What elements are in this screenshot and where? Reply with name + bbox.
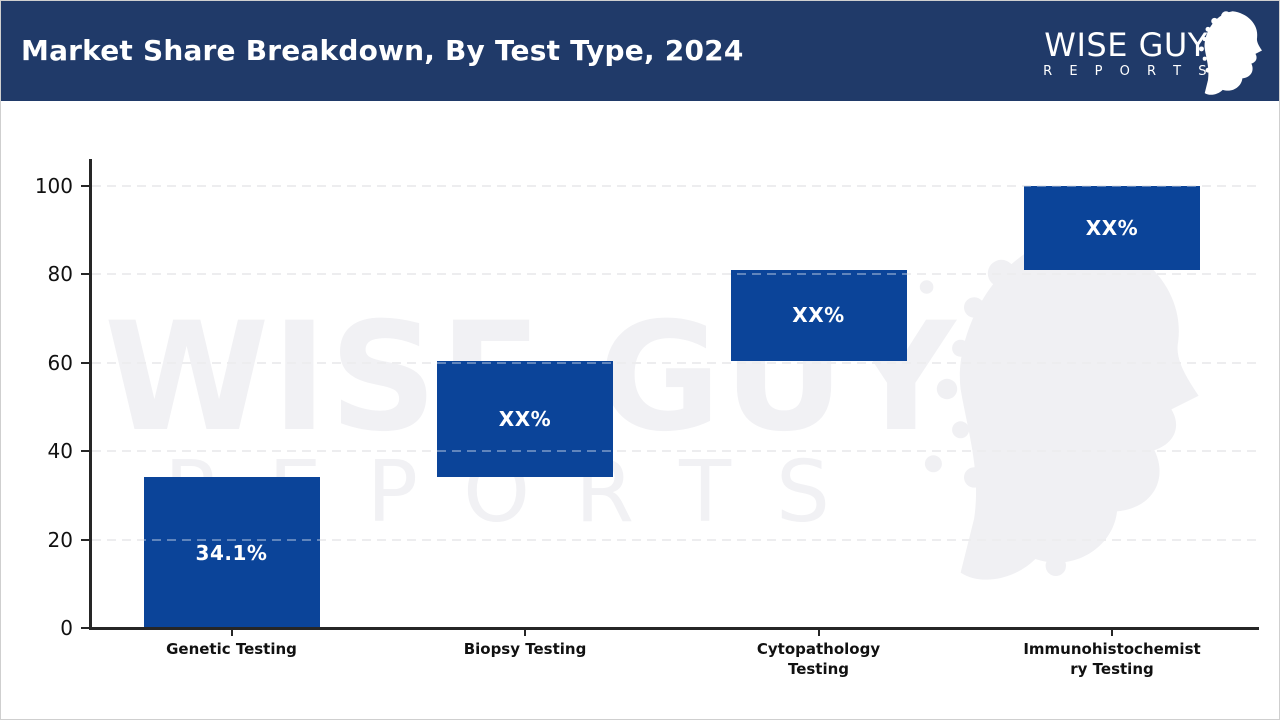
wiseguy-logo: WISE GUY R E P O R T S <box>1039 11 1269 95</box>
x-category-label: Cytopathology Testing <box>756 640 881 678</box>
x-category-label: Genetic Testing <box>166 640 297 658</box>
bar-4: XX% <box>1024 186 1200 270</box>
bar-3: XX% <box>730 269 907 361</box>
x-tick-mark <box>230 630 233 636</box>
bar-2: XX% <box>437 360 613 478</box>
gridline <box>92 538 1259 541</box>
gridline-overlay <box>92 538 1259 541</box>
gridline-overlay <box>92 273 1259 276</box>
gridline-overlay <box>92 450 1259 453</box>
logo-wiseguy-label: WISE GUY <box>1044 25 1208 64</box>
y-tick-mark <box>81 450 89 453</box>
y-tick-label: 0 <box>60 616 73 640</box>
x-tick-mark <box>817 630 820 636</box>
x-tick-mark <box>1111 630 1113 636</box>
x-category-label: Immunohistochemist ry Testing <box>1023 640 1201 678</box>
plot-area: WISE GUY R E P O R T S 0 20 40 60 80 100 34.1%… <box>1 101 1279 719</box>
y-tick-mark <box>81 538 89 541</box>
gridline <box>92 450 1259 453</box>
logo-face-icon <box>1199 11 1262 95</box>
gridline <box>92 185 1259 187</box>
gridline <box>92 273 1259 276</box>
y-tick-label: 60 <box>47 350 73 375</box>
y-tick-label: 20 <box>47 527 73 552</box>
bar-value-label: XX% <box>792 303 845 328</box>
bar-value-label: XX% <box>1085 215 1139 240</box>
y-tick-label: 80 <box>47 262 73 287</box>
bar-value-label: 34.1% <box>195 540 268 565</box>
y-axis-line <box>89 159 92 630</box>
y-tick-mark <box>81 627 89 629</box>
x-tick-mark <box>524 630 526 636</box>
y-tick-label: 100 <box>34 174 73 198</box>
logo-text: WISE GUY R E P O R T S <box>1039 28 1213 79</box>
logo-reports-label: R E P O R T S <box>1043 63 1213 79</box>
y-tick-mark <box>81 185 89 187</box>
gridline-overlay <box>92 361 1259 364</box>
bar-1: 34.1% <box>143 477 320 628</box>
y-tick-mark <box>81 273 89 276</box>
bar-value-label: XX% <box>498 406 552 431</box>
x-axis-line <box>89 627 1259 630</box>
gridline <box>92 361 1259 364</box>
x-category-label: Biopsy Testing <box>463 640 587 658</box>
chart-title: Market Share Breakdown, By Test Type, 20… <box>21 34 744 67</box>
y-tick-label: 40 <box>47 439 73 464</box>
header-bar: Market Share Breakdown, By Test Type, 20… <box>1 1 1279 101</box>
y-tick-mark <box>81 361 89 364</box>
gridline-overlay <box>92 185 1259 187</box>
